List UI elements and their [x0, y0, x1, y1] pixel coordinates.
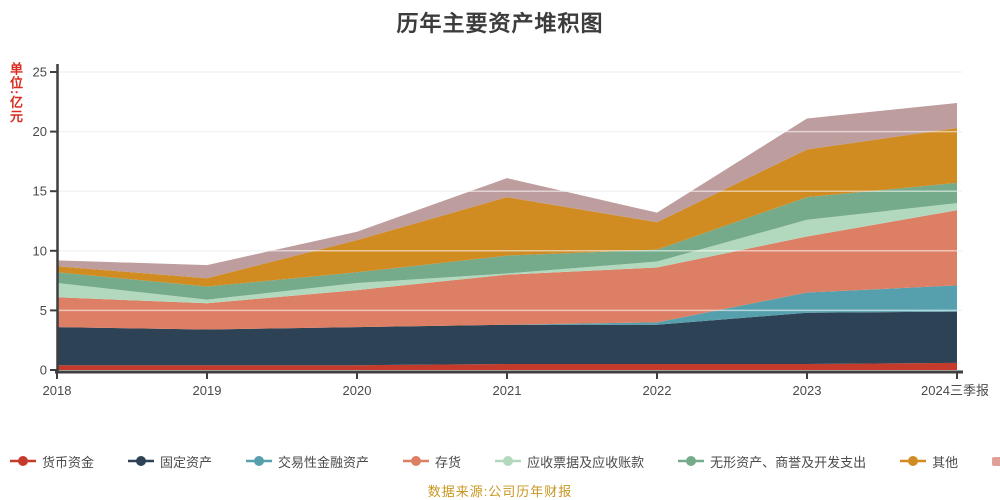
area-series-1 [57, 311, 957, 366]
legend-line-marker-icon [678, 456, 705, 466]
legend-item-label: 固定资产 [160, 454, 213, 470]
legend-line-marker-icon [10, 456, 36, 466]
legend-line-marker-icon [495, 456, 522, 466]
legend-item-2[interactable]: 交易性金融资产 [246, 452, 369, 471]
x-tick-label: 2022 [643, 383, 672, 398]
legend-line-marker-icon [900, 456, 927, 466]
legend-item-1[interactable]: 固定资产 [128, 452, 212, 471]
legend-item-4[interactable]: 应收票据及应收账款 [495, 452, 644, 471]
legend-item-6[interactable]: 其他 [900, 452, 958, 471]
x-tick-label: 2019 [193, 383, 222, 398]
y-tick-label: 15 [33, 184, 47, 199]
legend-item-label: 存货 [435, 454, 462, 470]
x-tick-label: 2018 [43, 383, 72, 398]
stacked-area-chart: 0 5 10 15 20 25 2018 2019 2020 2021 2022 2023 2024三季… [33, 64, 989, 398]
x-tick-label: 2023 [793, 383, 822, 398]
y-tick-label: 20 [33, 124, 47, 139]
area-series-0 [57, 362, 957, 370]
legend-item-label: 其他 [932, 454, 959, 470]
area-series-6 [57, 128, 957, 287]
legend-line-marker-icon [403, 456, 430, 466]
legend: 货币资金 固定资产 交易性金融资产 存货 应收票据及应收账款 无形资产、商誉及开发支出 其他… [0, 449, 1000, 473]
y-tick-label: 5 [40, 303, 47, 318]
y-tick-label: 0 [40, 363, 47, 378]
chart-title: 历年主要资产堆积图 [396, 11, 604, 36]
x-tick-label: 2021 [493, 383, 522, 398]
y-tick-label: 25 [33, 65, 47, 80]
area-series-3 [57, 210, 957, 330]
legend-line-marker-icon [128, 456, 155, 466]
y-tick-label: 10 [33, 243, 47, 258]
legend-item-label: 应收票据及应收账款 [527, 454, 645, 470]
legend-overflow-swatch [992, 456, 1000, 466]
x-tick-label: 2020 [343, 383, 372, 398]
y-axis-unit-label: 单位:亿元 [8, 62, 23, 124]
x-tick-label: 2024三季报 [921, 383, 989, 398]
legend-pager: ◀ 1/2 ▶ [992, 454, 1000, 469]
area-series-2 [57, 285, 957, 330]
legend-item-label: 交易性金融资产 [278, 454, 370, 470]
legend-item-5[interactable]: 无形资产、商誉及开发支出 [678, 452, 866, 471]
legend-item-label: 无形资产、商誉及开发支出 [710, 454, 867, 470]
area-series-5 [57, 182, 957, 300]
legend-item-3[interactable]: 存货 [403, 452, 461, 471]
legend-line-marker-icon [246, 456, 273, 466]
legend-item-label: 货币资金 [42, 454, 95, 470]
chart-footnote: 数据来源:公司历年财报 [427, 484, 573, 499]
legend-item-0[interactable]: 货币资金 [10, 452, 94, 471]
